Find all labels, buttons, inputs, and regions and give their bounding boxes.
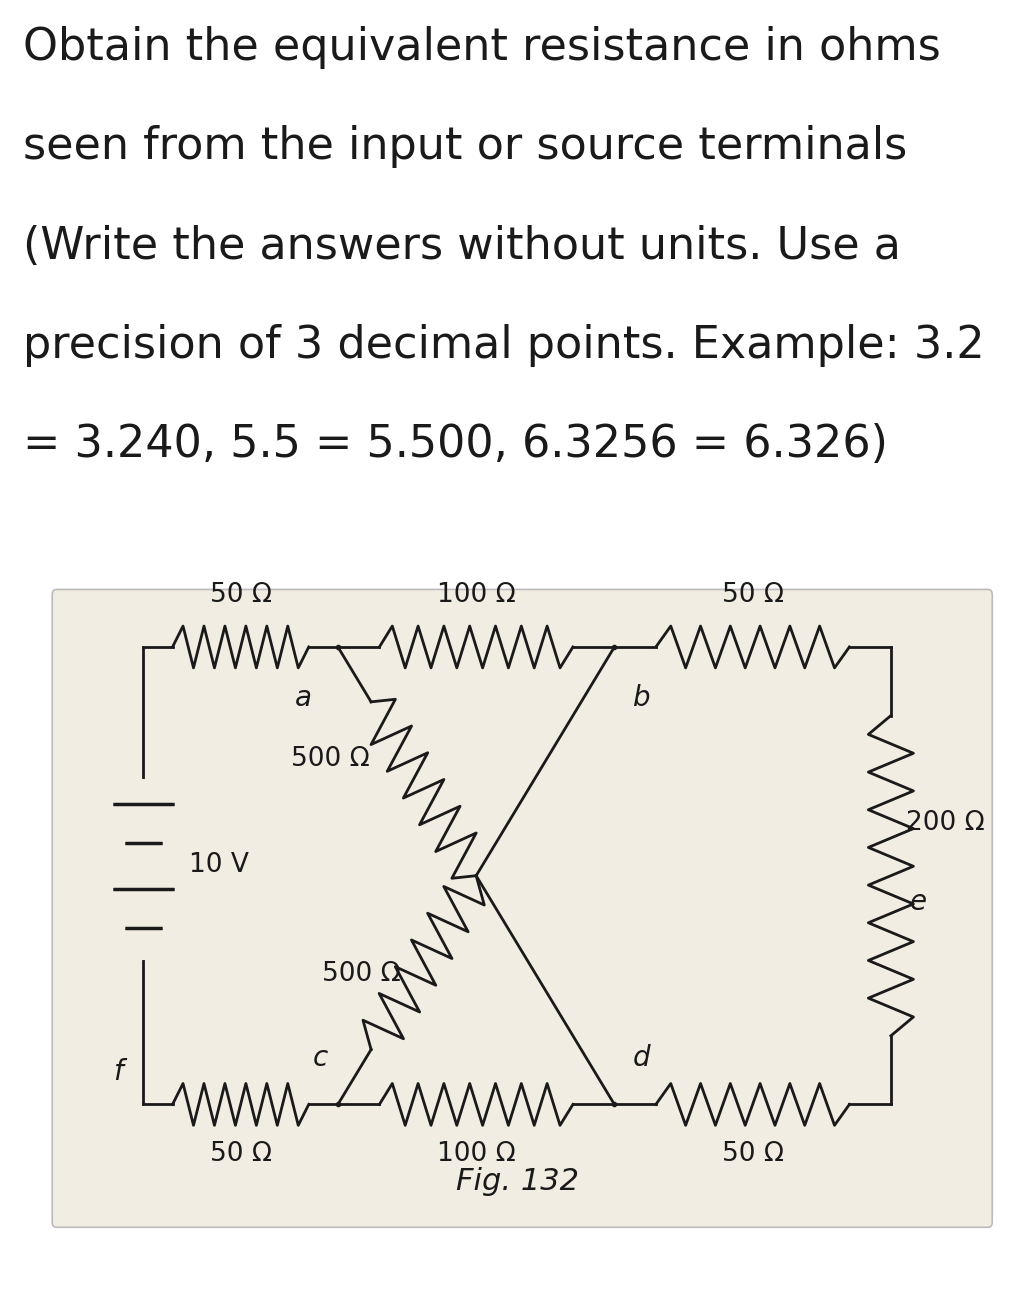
Text: 500 Ω: 500 Ω: [322, 961, 400, 987]
Text: Obtain the equivalent resistance in ohms: Obtain the equivalent resistance in ohms: [23, 26, 940, 69]
Text: 50 Ω: 50 Ω: [722, 582, 783, 608]
Text: d: d: [633, 1044, 650, 1072]
Text: 50 Ω: 50 Ω: [210, 582, 271, 608]
FancyBboxPatch shape: [52, 589, 992, 1227]
Text: 50 Ω: 50 Ω: [722, 1141, 783, 1167]
Text: 50 Ω: 50 Ω: [210, 1141, 271, 1167]
Text: e: e: [909, 887, 927, 916]
Text: f: f: [113, 1057, 123, 1086]
Text: 10 V: 10 V: [189, 852, 249, 878]
Text: 500 Ω: 500 Ω: [291, 746, 370, 772]
Text: precision of 3 decimal points. Example: 3.2: precision of 3 decimal points. Example: …: [23, 324, 984, 367]
Text: 100 Ω: 100 Ω: [437, 582, 515, 608]
Text: 100 Ω: 100 Ω: [437, 1141, 515, 1167]
Text: (Write the answers without units. Use a: (Write the answers without units. Use a: [23, 225, 900, 268]
Text: 200 Ω: 200 Ω: [906, 810, 985, 836]
Text: c: c: [312, 1044, 328, 1072]
Text: Fig. 132: Fig. 132: [456, 1167, 579, 1196]
Text: = 3.240, 5.5 = 5.500, 6.3256 = 6.326): = 3.240, 5.5 = 5.500, 6.3256 = 6.326): [23, 423, 888, 467]
Text: seen from the input or source terminals: seen from the input or source terminals: [23, 125, 907, 169]
Text: a: a: [295, 684, 312, 711]
Text: b: b: [633, 684, 650, 711]
